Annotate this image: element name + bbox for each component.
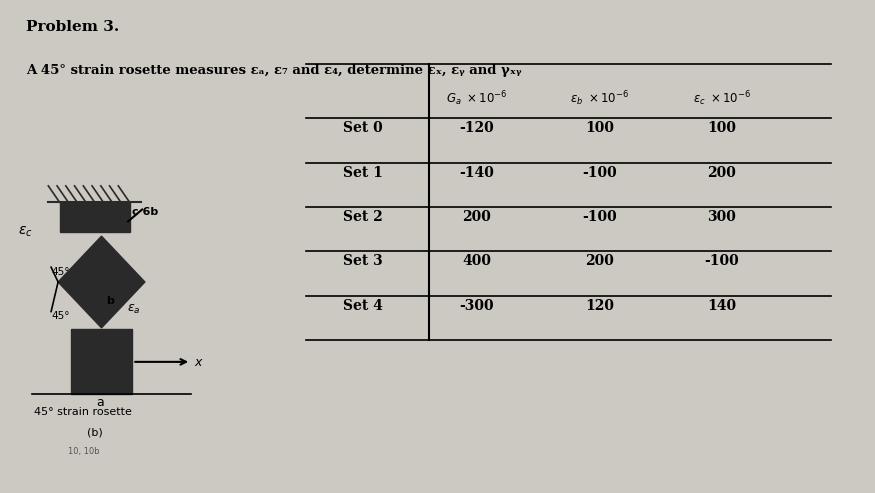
Text: 400: 400 (462, 254, 492, 268)
Text: 200: 200 (463, 210, 492, 224)
Text: A 45° strain rosette measures εₐ, ε₇ and ε₄, determine εₓ, εᵧ and γₓᵧ: A 45° strain rosette measures εₐ, ε₇ and… (26, 64, 522, 77)
Text: Set 1: Set 1 (343, 166, 383, 179)
Text: Set 3: Set 3 (343, 254, 383, 268)
Text: 200: 200 (585, 254, 614, 268)
Text: 120: 120 (584, 299, 614, 313)
Text: $\varepsilon_c$: $\varepsilon_c$ (18, 225, 32, 239)
Text: Set 4: Set 4 (343, 299, 383, 313)
Text: Problem 3.: Problem 3. (26, 20, 120, 34)
Text: b: b (106, 296, 114, 306)
Text: c 6b: c 6b (132, 208, 158, 217)
Text: 140: 140 (707, 299, 737, 313)
Text: -100: -100 (582, 166, 617, 179)
Text: -300: -300 (459, 299, 494, 313)
Text: $\varepsilon_b\ \times10^{-6}$: $\varepsilon_b\ \times10^{-6}$ (570, 89, 629, 108)
Text: a: a (96, 396, 103, 409)
Text: -120: -120 (459, 121, 494, 135)
Text: 45°: 45° (51, 311, 70, 321)
Text: 45°: 45° (51, 267, 70, 277)
Text: 100: 100 (707, 121, 737, 135)
Polygon shape (58, 236, 145, 328)
Text: (b): (b) (88, 428, 103, 438)
Text: -100: -100 (582, 210, 617, 224)
Text: -100: -100 (704, 254, 739, 268)
Text: 45° strain rosette: 45° strain rosette (34, 407, 132, 417)
Text: x: x (194, 356, 201, 369)
Text: $\varepsilon_c\ \times10^{-6}$: $\varepsilon_c\ \times10^{-6}$ (693, 89, 751, 108)
Text: $\varepsilon_a$: $\varepsilon_a$ (127, 303, 140, 316)
Text: 300: 300 (708, 210, 737, 224)
Text: $G_{a}\ \times10^{-6}$: $G_{a}\ \times10^{-6}$ (446, 89, 507, 108)
Text: -140: -140 (459, 166, 494, 179)
Text: 100: 100 (584, 121, 614, 135)
Text: Set 2: Set 2 (343, 210, 383, 224)
Text: 200: 200 (708, 166, 737, 179)
Text: 10, 10b: 10, 10b (68, 447, 100, 456)
Bar (60, 202, 130, 232)
Text: Set 0: Set 0 (343, 121, 383, 135)
Bar (71, 329, 132, 394)
